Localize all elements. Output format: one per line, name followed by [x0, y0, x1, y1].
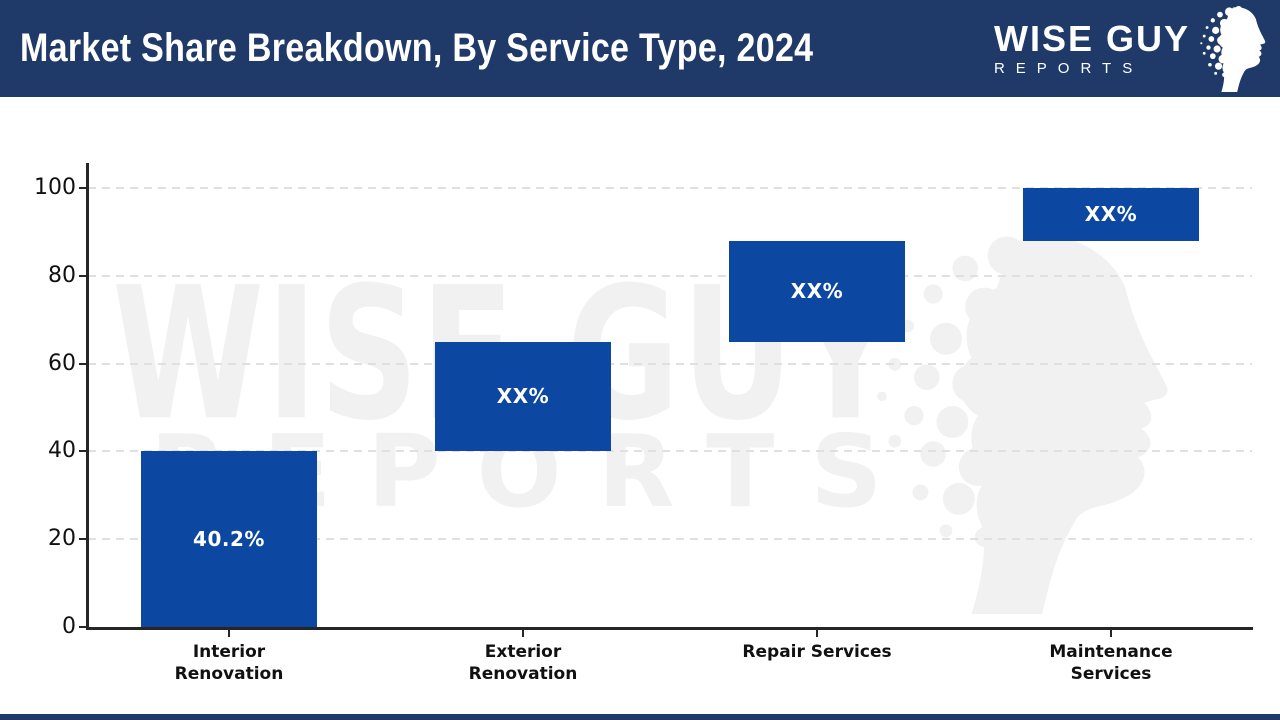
x-axis-category-label-line: Exterior [484, 642, 562, 662]
brand-logo: WISE GUY REPORTS [994, 0, 1266, 97]
bar-value-label: XX% [1084, 202, 1138, 227]
plot-area: 0 20 40 60 80 100 40.2% XX% XX% XX% Interior Renova… [0, 97, 1280, 714]
y-axis-tick [79, 626, 87, 628]
bar-segment: XX% [435, 341, 611, 451]
gridline [88, 538, 1252, 541]
x-axis-category-label-line: Interior [192, 642, 266, 662]
bar-segment: XX% [1023, 188, 1199, 241]
footer-bar [0, 714, 1280, 720]
brand-subtitle: REPORTS [993, 60, 1144, 77]
bar-value-label: 40.2% [193, 526, 265, 551]
y-axis-tick-label: 40 [48, 438, 76, 464]
gridline [88, 187, 1252, 189]
y-axis-line [86, 163, 89, 630]
x-axis-category-label: Interior Renovation [109, 641, 349, 685]
gridline [88, 362, 1252, 365]
y-axis-tick-label: 100 [34, 175, 76, 200]
x-axis-category-label-line: Renovation [468, 664, 578, 684]
y-axis-tick-label: 60 [48, 350, 76, 376]
face-dots-logo-icon [1200, 5, 1266, 92]
x-axis-category-label-line: Repair Services [742, 642, 892, 662]
x-axis-category-label: Maintenance Services [991, 641, 1231, 685]
gridline [88, 274, 1252, 277]
y-axis-tick-label: 20 [48, 526, 76, 552]
header-bar: Market Share Breakdown, By Service Type,… [0, 0, 1280, 97]
chart-title: Market Share Breakdown, By Service Type,… [20, 25, 814, 71]
brand-name: WISE GUY [993, 18, 1190, 59]
y-axis-tick-label: 80 [48, 262, 76, 288]
gridline [88, 450, 1252, 453]
x-axis-category-label: Exterior Renovation [403, 641, 643, 685]
x-axis-category-label-line: Renovation [174, 664, 284, 684]
y-axis-tick [79, 187, 87, 189]
chart-canvas: WISE GUY REPORTS 0 20 40 60 80 100 40.2% XX% XX%… [0, 97, 1280, 714]
x-axis-line [86, 627, 1253, 630]
y-axis-tick [79, 362, 87, 365]
y-axis-tick-label: 0 [62, 614, 76, 639]
x-axis-tick [1110, 630, 1112, 637]
bar-segment: 40.2% [141, 450, 317, 627]
bar-value-label: XX% [496, 384, 550, 409]
x-axis-category-label-line: Services [1070, 664, 1152, 684]
x-axis-tick [816, 630, 818, 637]
y-axis-tick [79, 450, 87, 453]
x-axis-tick [228, 630, 230, 637]
x-axis-tick [522, 630, 524, 637]
y-axis-tick [79, 538, 87, 541]
bar-value-label: XX% [790, 279, 844, 304]
watermark-face-icon [877, 230, 1168, 615]
x-axis-category-label: Repair Services [697, 641, 937, 663]
brand-text: WISE GUY REPORTS [993, 18, 1190, 78]
x-axis-category-label-line: Maintenance [1049, 642, 1173, 662]
bar-segment: XX% [729, 240, 905, 342]
y-axis-tick [79, 274, 87, 277]
